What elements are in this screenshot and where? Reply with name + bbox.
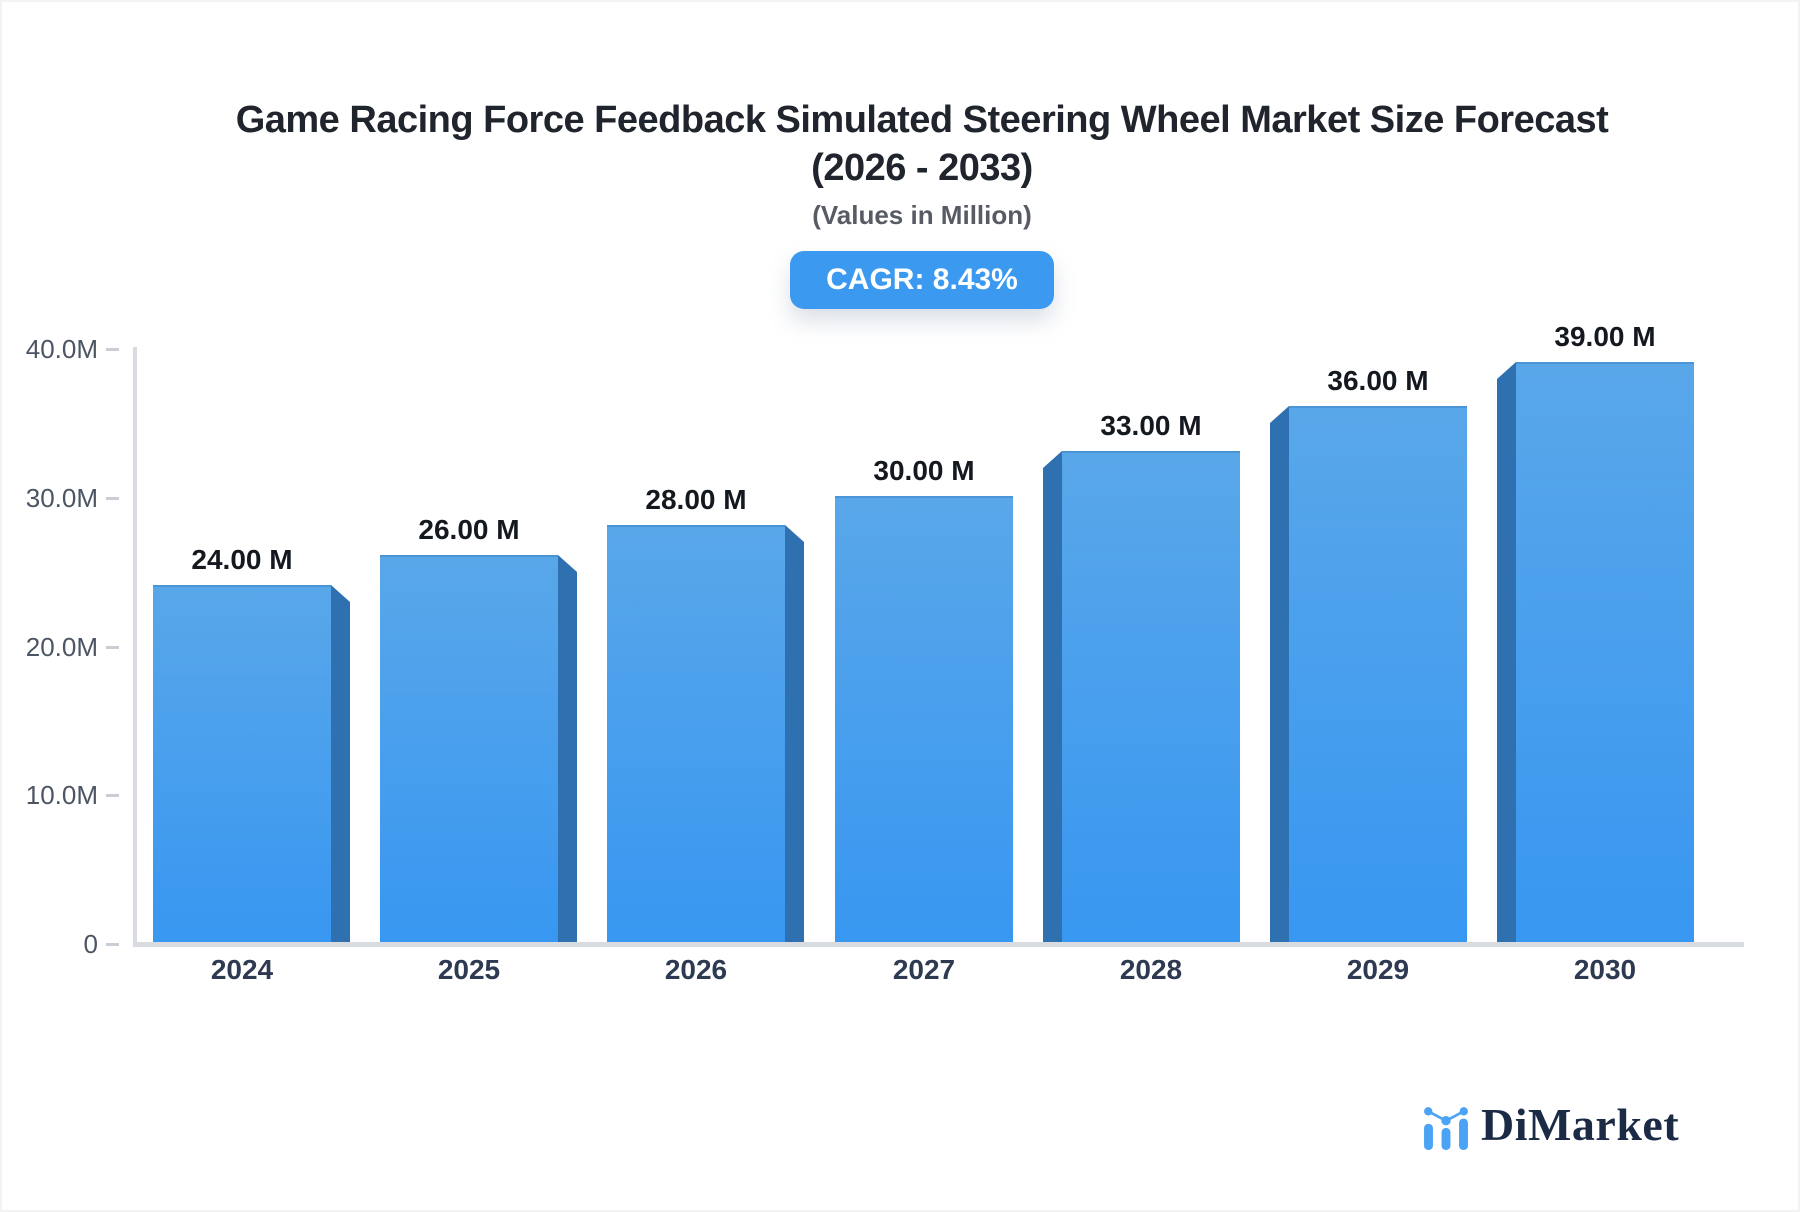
- y-axis-tick: [106, 943, 119, 946]
- bar: [1289, 406, 1467, 942]
- bar: [153, 585, 331, 942]
- y-axis-label: 10.0M: [25, 780, 98, 810]
- y-axis-tick: [106, 497, 119, 500]
- bar-side-face: [785, 525, 804, 942]
- dimarket-logo: DiMarket: [1423, 1100, 1679, 1150]
- bar-value-label: 36.00 M: [1327, 365, 1429, 396]
- bar: [380, 555, 558, 942]
- x-axis-label: 2028: [1119, 954, 1183, 985]
- bar-value-label: 30.00 M: [873, 455, 975, 486]
- bar: [607, 525, 785, 942]
- x-axis-label: 2024: [210, 954, 274, 985]
- y-axis-tick: [106, 646, 119, 649]
- dimarket-logo-icon: [1424, 1107, 1468, 1150]
- x-axis-baseline: [133, 942, 1744, 947]
- bar-side-face: [331, 585, 350, 942]
- dimarket-logo-text: DiMarket: [1481, 1099, 1680, 1150]
- bar-side-face: [558, 555, 577, 942]
- bar: [1062, 451, 1240, 942]
- bar-value-label: 28.00 M: [645, 484, 747, 515]
- x-axis-label: 2029: [1346, 954, 1410, 985]
- bar-side-face: [1043, 451, 1062, 942]
- x-axis-label: 2026: [664, 954, 728, 985]
- chart-title-line1: Game Racing Force Feedback Simulated Ste…: [235, 99, 1609, 141]
- chart-subtitle: (Values in Million): [812, 200, 1032, 230]
- y-axis-label: 0: [83, 929, 98, 959]
- bar-value-label: 39.00 M: [1554, 321, 1656, 352]
- bar-side-face: [1497, 362, 1516, 942]
- bar-value-label: 26.00 M: [418, 514, 520, 545]
- chart-header: Game Racing Force Feedback Simulated Ste…: [2, 2, 1798, 309]
- y-axis-label: 40.0M: [25, 334, 98, 364]
- bar: [1516, 362, 1694, 942]
- y-axis-tick: [106, 348, 119, 351]
- x-axis-label: 2027: [892, 954, 956, 985]
- y-axis-line: [133, 347, 137, 944]
- bar-value-label: 24.00 M: [191, 544, 293, 575]
- x-axis-label: 2030: [1573, 954, 1637, 985]
- bar-side-face: [1270, 406, 1289, 942]
- x-axis-label: 2025: [437, 954, 501, 985]
- chart-title-line2: (2026 - 2033): [811, 147, 1033, 189]
- cagr-badge: CAGR: 8.43%: [790, 251, 1054, 309]
- y-axis-label: 20.0M: [25, 632, 98, 662]
- y-axis-tick: [106, 794, 119, 797]
- bar: [835, 496, 1013, 942]
- bar-value-label: 33.00 M: [1100, 410, 1202, 441]
- y-axis-label: 30.0M: [25, 483, 98, 513]
